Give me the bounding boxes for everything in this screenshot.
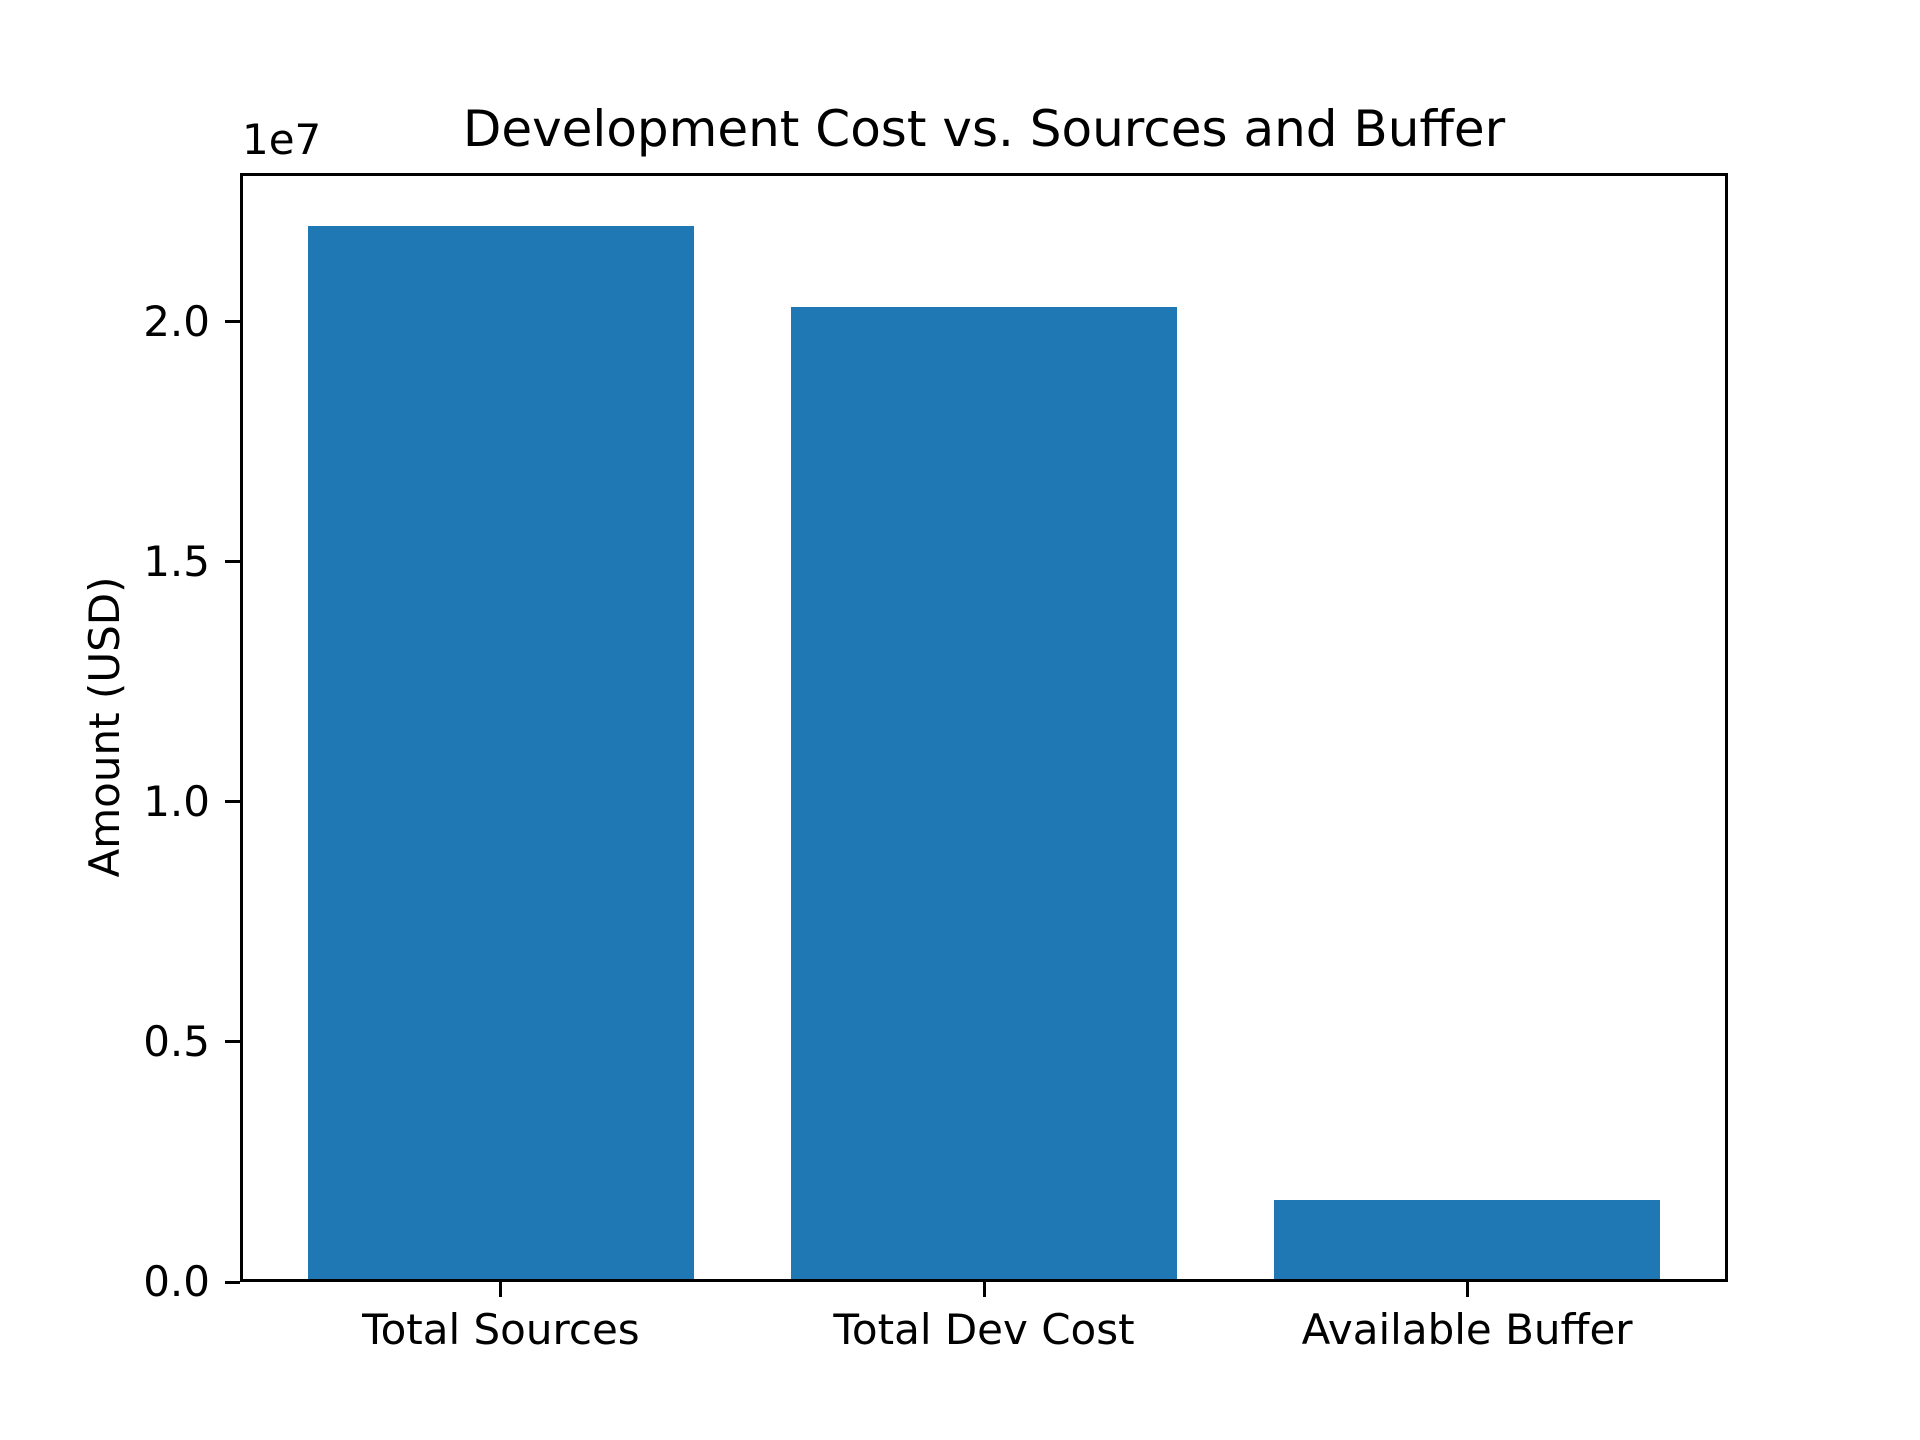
y-tick-mark	[225, 800, 240, 804]
x-tick-label-available-buffer: Available Buffer	[1301, 1305, 1633, 1354]
y-axis-label: Amount (USD)	[80, 576, 129, 878]
y-tick-label: 1.0	[143, 776, 210, 826]
y-tick-label: 0.0	[143, 1257, 210, 1306]
y-tick-mark	[225, 560, 240, 564]
bar-total-dev-cost	[790, 307, 1178, 1282]
y-tick-label: 0.5	[143, 1016, 210, 1066]
x-tick-label-total-sources: Total Sources	[362, 1305, 640, 1354]
y-tick-label: 1.5	[143, 536, 210, 586]
plot-area: Total Sources Total Dev Cost Available Buf…	[143, 173, 1728, 1351]
bar-total-sources	[307, 225, 695, 1282]
y-tick-mark	[225, 1280, 240, 1284]
x-tick-mark	[499, 1282, 503, 1297]
y-tick-mark	[225, 1040, 240, 1044]
y-tick-mark	[225, 320, 240, 324]
chart-title: Development Cost vs. Sources and Buffer	[462, 100, 1506, 158]
bar-available-buffer	[1273, 1200, 1661, 1282]
x-tick-mark	[982, 1282, 986, 1297]
x-tick-mark	[1465, 1282, 1469, 1297]
y-tick-label: 2.0	[143, 296, 210, 346]
x-tick-label-total-dev-cost: Total Dev Cost	[833, 1305, 1135, 1354]
y-axis-offset-label: 1e7	[242, 115, 322, 164]
